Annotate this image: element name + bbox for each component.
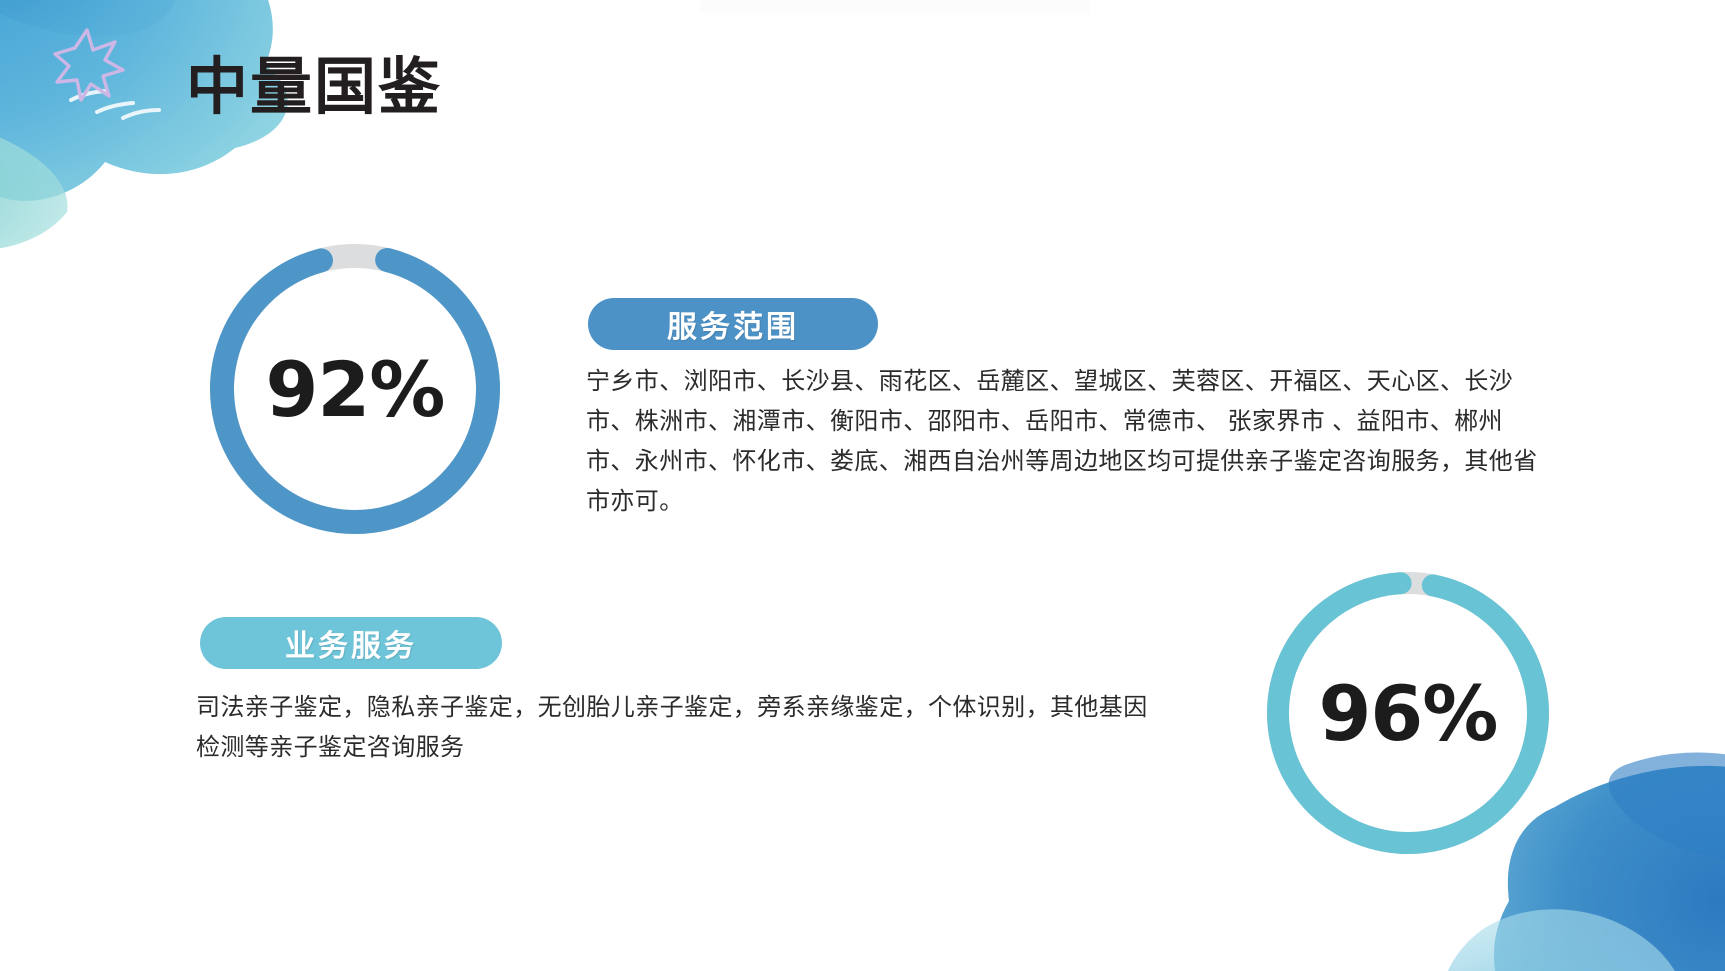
section-body-service-scope: 宁乡市、浏阳市、长沙县、雨花区、岳麓区、望城区、芙蓉区、开福区、天心区、长沙市、… [586,368,1538,515]
donut-arc-value [1267,572,1549,854]
star-outline-icon [53,28,125,102]
donut-value-label-92: 92% [265,344,446,434]
brand-logo: 中量国鉴 [186,50,443,123]
section-body-business-service: 司法亲子鉴定，隐私亲子鉴定，无创胎儿亲子鉴定，旁系亲缘鉴定，个体识别，其他基因检… [196,694,1148,761]
donut-chart-service-coverage: 92% [200,234,510,544]
donut-arc-value [210,244,500,534]
top-edge-artifact [700,0,1090,13]
donut-chart-satisfaction: 96% [1258,563,1558,863]
section-pill-business-service: 业务服务 [200,617,502,669]
section-pill-service-scope: 服务范围 [588,298,878,350]
donut-value-label-96: 96% [1318,668,1499,758]
